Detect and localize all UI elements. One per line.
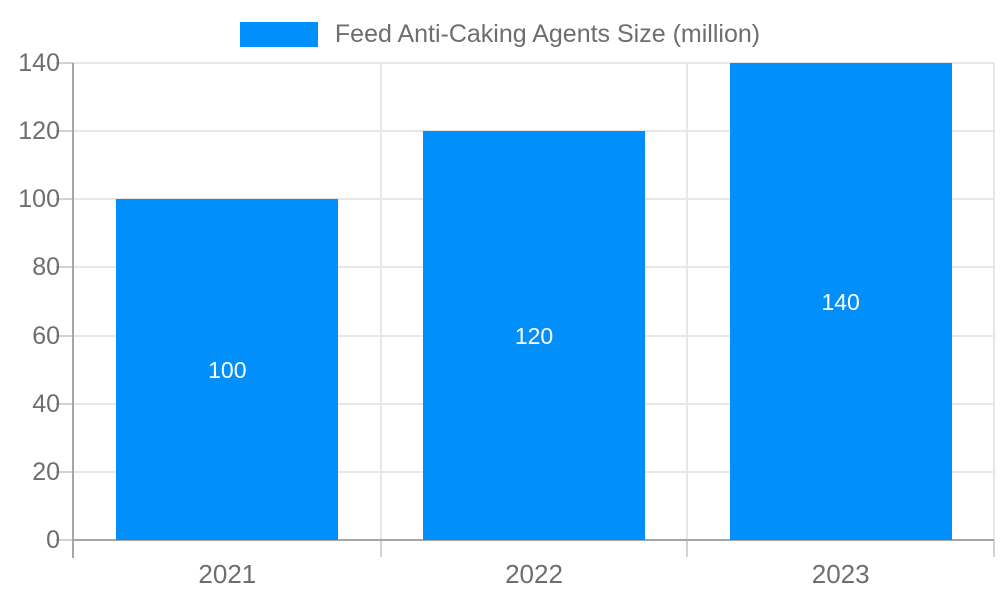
x-axis-line [72, 539, 994, 541]
gridline-horizontal [74, 62, 994, 64]
y-axis-tick [56, 334, 74, 337]
y-tick-label: 80 [32, 253, 60, 282]
y-axis-tick [56, 539, 74, 541]
y-tick-label: 0 [46, 526, 60, 554]
bar-2022[interactable]: 120 [423, 131, 645, 540]
y-axis-line [72, 63, 74, 558]
x-axis-tick [379, 540, 382, 557]
legend-title: Feed Anti-Caking Agents Size (million) [334, 20, 761, 48]
y-axis-tick [56, 402, 74, 405]
y-axis-tick [56, 62, 74, 64]
bar-value-label: 120 [514, 322, 554, 349]
y-tick-label: 120 [18, 117, 60, 146]
bar-value-label: 100 [208, 356, 247, 383]
y-tick-label: 40 [32, 389, 60, 418]
y-axis-tick [56, 198, 74, 201]
bar-2021[interactable]: 100 [116, 199, 339, 540]
gridline-vertical [686, 63, 689, 540]
x-tick-label-2023: 2023 [811, 559, 870, 589]
y-tick-label: 60 [32, 321, 60, 350]
y-axis-tick [56, 130, 74, 133]
legend-swatch-icon [239, 21, 318, 47]
gridline-vertical [379, 63, 382, 540]
y-tick-label: 140 [18, 49, 60, 77]
y-axis-tick [56, 470, 74, 473]
bar-2023[interactable]: 140 [729, 63, 952, 540]
y-tick-label: 20 [32, 457, 60, 486]
x-tick-label-2022: 2022 [505, 559, 563, 589]
x-axis-tick [686, 540, 689, 557]
x-axis-tick [993, 540, 995, 557]
y-tick-label: 100 [18, 185, 60, 214]
y-axis-tick [56, 266, 74, 269]
bar-value-label: 140 [821, 288, 860, 315]
gridline-vertical [993, 63, 995, 540]
chart-legend[interactable]: Feed Anti-Caking Agents Size (million) [0, 21, 1000, 47]
x-tick-label-2021: 2021 [198, 559, 257, 589]
